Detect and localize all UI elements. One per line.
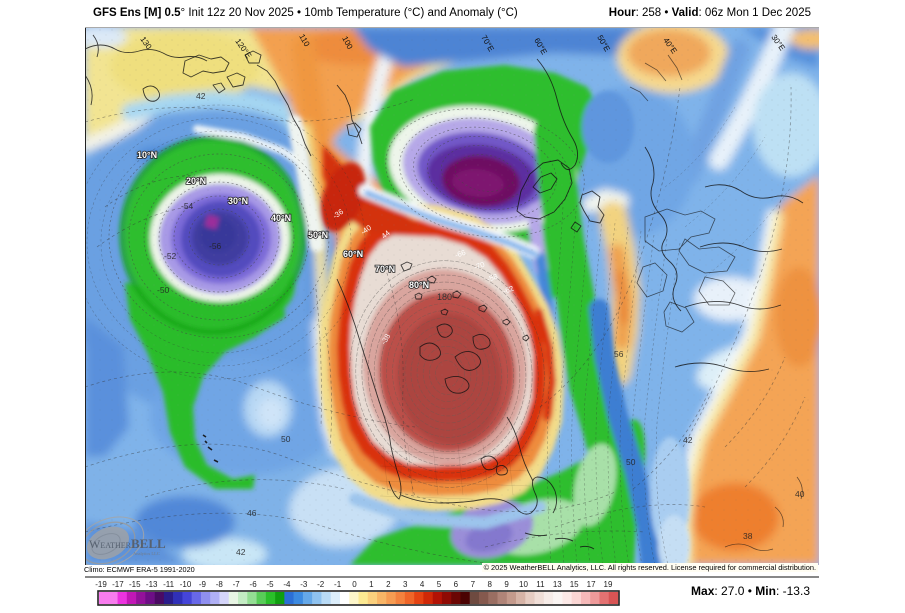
svg-text:-58: -58 — [486, 272, 499, 284]
svg-text:46: 46 — [247, 508, 257, 518]
svg-text:40°N: 40°N — [271, 213, 291, 223]
svg-text:38: 38 — [743, 531, 753, 541]
svg-text:-52: -52 — [164, 251, 177, 261]
svg-text:80°N: 80°N — [409, 280, 429, 290]
svg-text:42: 42 — [196, 91, 206, 101]
svg-text:70°N: 70°N — [375, 264, 395, 274]
svg-text:20°N: 20°N — [186, 176, 206, 186]
svg-text:-62: -62 — [502, 284, 515, 296]
svg-text:-54: -54 — [181, 201, 194, 211]
svg-text:42: 42 — [236, 547, 246, 557]
svg-text:180: 180 — [437, 292, 452, 302]
svg-text:50: 50 — [281, 434, 291, 444]
svg-text:-50: -50 — [157, 285, 170, 295]
svg-text:50: 50 — [626, 457, 636, 467]
svg-text:-66: -66 — [454, 248, 467, 260]
svg-text:10°N: 10°N — [137, 150, 157, 160]
svg-text:-70: -70 — [473, 260, 486, 272]
svg-text:56: 56 — [614, 349, 624, 359]
svg-text:40: 40 — [795, 489, 805, 499]
svg-text:60°N: 60°N — [343, 249, 363, 259]
svg-text:Analytics LLC: Analytics LLC — [133, 551, 160, 556]
svg-text:50°N: 50°N — [308, 230, 328, 240]
svg-text:42: 42 — [683, 435, 693, 445]
svg-text:-56: -56 — [209, 241, 222, 251]
svg-text:30°N: 30°N — [228, 196, 248, 206]
